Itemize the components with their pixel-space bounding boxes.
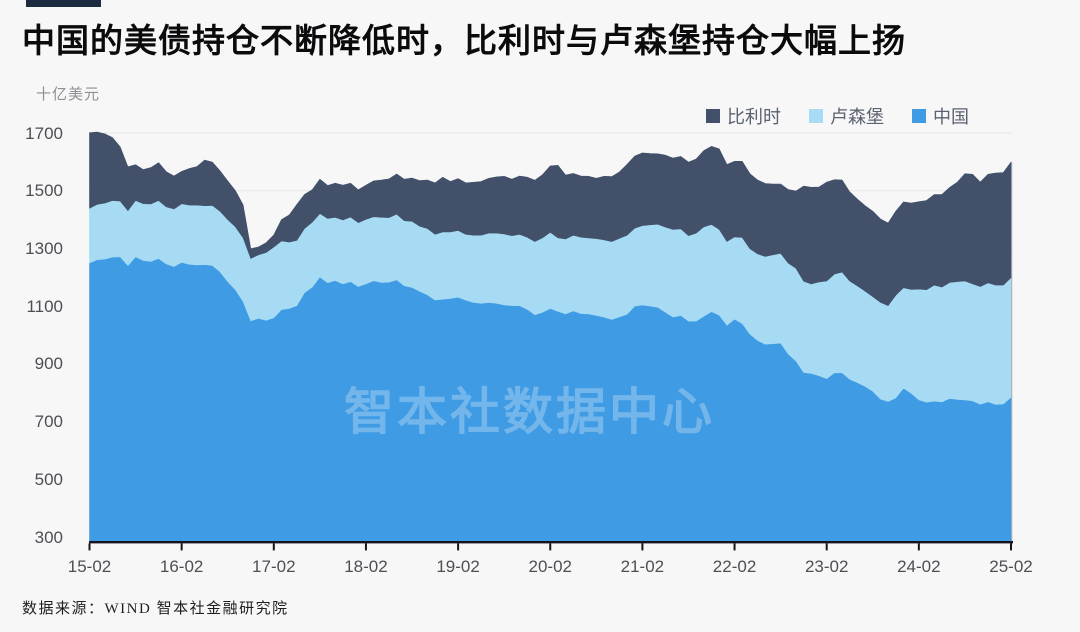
x-axis-label: 18-02 [344,557,388,576]
legend-label-china: 中国 [933,107,969,127]
y-axis-label: 1100 [26,296,63,316]
x-axis-label: 22-02 [712,557,757,576]
x-axis-label: 17-02 [252,557,296,576]
belgium-swatch-icon [706,109,720,123]
legend-item-belgium: 比利时 [706,103,781,129]
legend-label-belgium: 比利时 [727,107,781,127]
chart-svg [88,131,1013,551]
luxembourg-swatch-icon [809,109,823,123]
page-title: 中国的美债持仓不断降低时，比利时与卢森堡持仓大幅上扬 [22,22,906,59]
y-axis-label: 900 [34,354,63,374]
x-axis-label: 20-02 [528,557,572,576]
accent-bar [26,0,101,7]
x-axis-label: 25-02 [989,557,1033,576]
legend-item-china: 中国 [912,103,969,129]
y-axis-label: 1300 [25,238,63,258]
legend-label-luxembourg: 卢森堡 [830,107,884,127]
china-swatch-icon [912,109,926,123]
y-axis-unit-label: 十亿美元 [36,86,101,103]
x-axis-label: 21-02 [620,557,665,576]
y-axis-label: 500 [34,469,63,489]
legend-item-luxembourg: 卢森堡 [809,103,884,129]
y-axis-label: 300 [34,527,63,547]
source-note: 数据来源：WIND 智本社金融研究院 [22,601,289,617]
x-axis-label: 24-02 [897,557,941,576]
legend: 比利时 卢森堡 中国 [706,103,969,129]
x-axis-label: 16-02 [159,557,204,576]
x-axis-label: 23-02 [804,557,849,576]
y-axis-label: 1700 [25,123,63,143]
y-axis-label: 700 [34,412,63,432]
x-axis-label: 15-02 [67,557,112,576]
x-axis-label: 19-02 [436,557,480,576]
y-axis-label: 1500 [25,181,63,201]
